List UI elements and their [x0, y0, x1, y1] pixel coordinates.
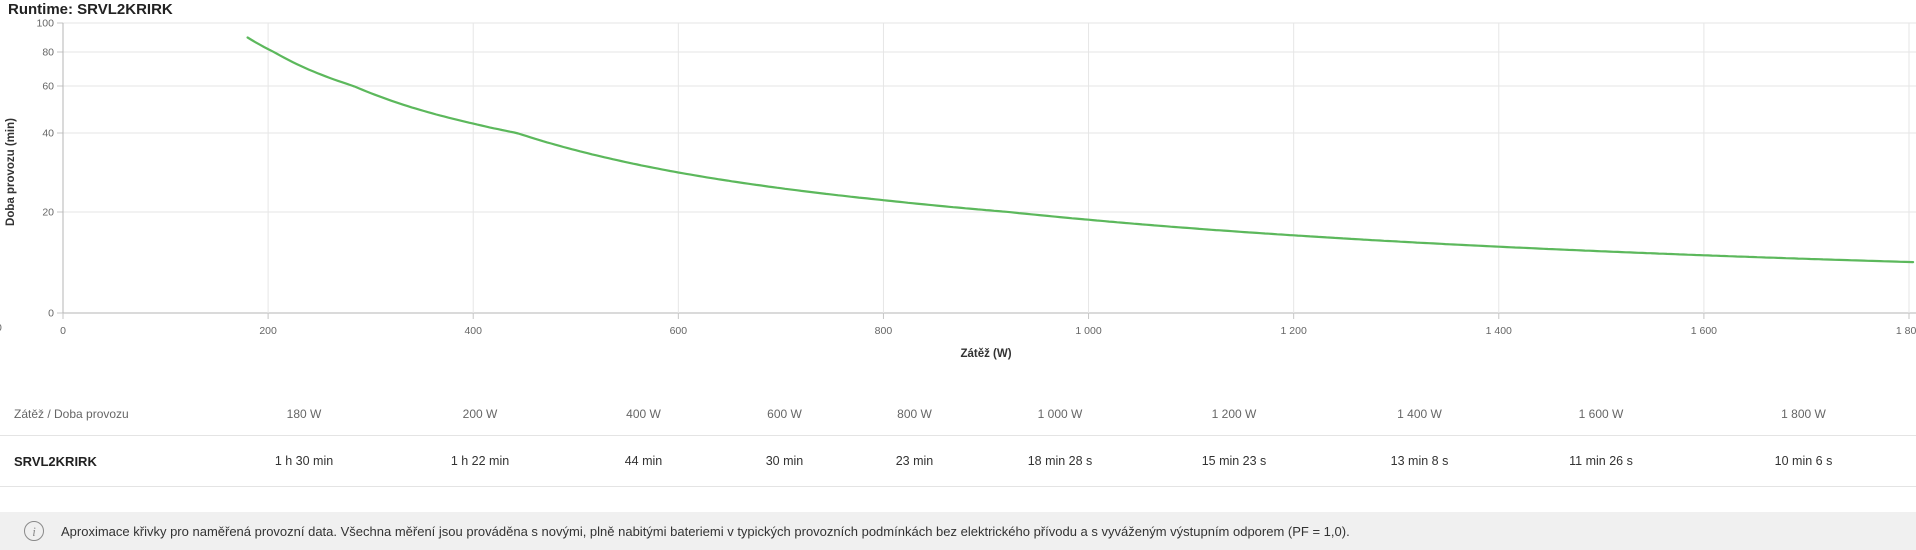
x-tick-label: 1 200 [1281, 325, 1307, 337]
footnote-bar: i Aproximace křivky pro naměřená provozn… [0, 512, 1916, 550]
info-icon: i [24, 521, 44, 541]
runtime-table: Zátěž / Doba provozu 180 W 200 W 400 W 600 W… [0, 393, 1916, 487]
x-tick-label: 600 [670, 325, 688, 337]
y-tick-label: 80 [42, 47, 54, 59]
table-row-label: SRVL2KRIRK [14, 453, 97, 469]
table-cell: 1 h 30 min [274, 454, 334, 468]
table-cell: 1 h 22 min [450, 454, 510, 468]
table-header-cell: 800 W [897, 407, 932, 421]
table-header-cell: 180 W [286, 407, 322, 421]
table-cell: 15 min 23 s [1201, 454, 1267, 468]
y-tick-label: 60 [42, 81, 54, 93]
table-header-row: Zátěž / Doba provozu 180 W 200 W 400 W 600 W… [0, 393, 1916, 436]
table-cell: 18 min 28 s [1027, 454, 1093, 468]
x-tick-label: 1 600 [1691, 325, 1717, 337]
y-tick-label: 20 [42, 207, 54, 219]
runtime-curve [246, 36, 1915, 264]
y-axis-title: Doba provozu (min) [5, 118, 17, 226]
table-header-cell: 600 W [767, 407, 802, 421]
chart-title: Runtime: SRVL2KRIRK [8, 1, 173, 18]
table-header-cell: 1 200 W [1211, 407, 1257, 421]
y-tick-label: 0 [48, 308, 54, 320]
table-header-cell: 400 W [626, 407, 661, 421]
x-tick-label: 1 400 [1486, 325, 1512, 337]
x-tick-label: 200 [259, 325, 277, 337]
table-header-cell: 1 600 W [1578, 407, 1624, 421]
table-cell: 10 min 6 s [1774, 454, 1833, 468]
footnote-text: Aproximace křivky pro naměřená provozní … [61, 523, 1350, 539]
x-tick-label: 0 [60, 325, 66, 337]
table-header-cell: 1 800 W [1781, 407, 1826, 421]
table-header-cell: 200 W [462, 407, 498, 421]
table-cell: 13 min 8 s [1390, 454, 1449, 468]
table-header-cell: 1 000 W [1037, 407, 1083, 421]
clipped-axis-label: 0 [0, 322, 2, 334]
x-tick-label: 400 [464, 325, 482, 337]
table-cell: 30 min [765, 454, 804, 468]
y-tick-label: 40 [42, 128, 54, 140]
runtime-chart: 0 20 40 60 80 100 0 200 400 600 800 1 000 1 200 1 400… [0, 1, 1916, 360]
table-header-label: Zátěž / Doba provozu [14, 407, 129, 421]
table-cell: 11 min 26 s [1569, 454, 1633, 468]
table-data-row: SRVL2KRIRK 1 h 30 min 1 h 22 min 44 min 30 m… [0, 436, 1916, 487]
x-axis-title: Zátěž (W) [960, 348, 1011, 360]
table-cell: 44 min [624, 454, 663, 468]
table-header-cell: 1 400 W [1397, 407, 1442, 421]
y-tick-label: 100 [36, 18, 54, 30]
x-tick-label: 1 000 [1075, 325, 1101, 337]
x-tick-label: 800 [875, 325, 893, 337]
table-cell: 23 min [895, 454, 934, 468]
x-tick-label: 1 800 [1896, 325, 1916, 337]
